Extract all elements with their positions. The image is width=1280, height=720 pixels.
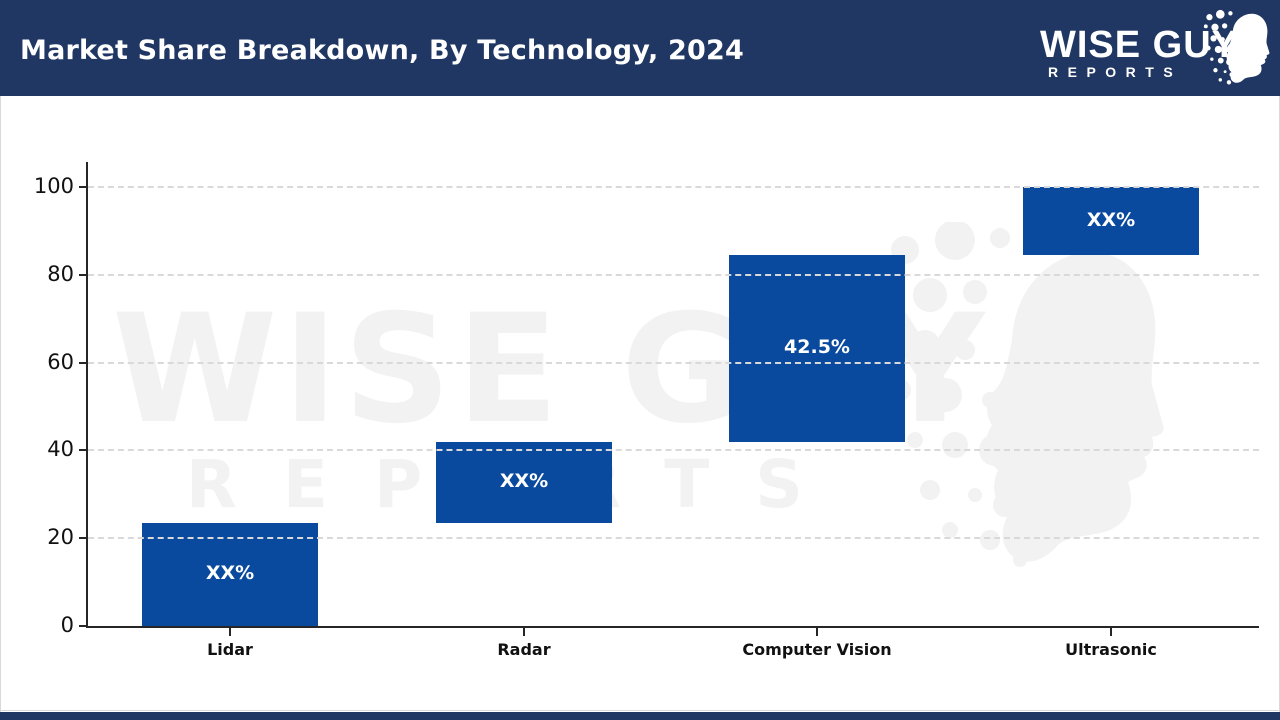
x-axis-label-radar: Radar: [497, 640, 551, 659]
y-gridline-80: [88, 273, 1259, 276]
bar-ultrasonic: [1023, 187, 1199, 256]
bar-label-radar: XX%: [499, 470, 549, 493]
y-axis-line: [86, 162, 88, 628]
footer-bar: [0, 712, 1280, 720]
x-axis-label-ultrasonic: Ultrasonic: [1065, 640, 1157, 659]
y-tick-label-0: 0: [60, 613, 74, 637]
y-tick-label-40: 40: [47, 437, 74, 462]
y-tick-label-80: 80: [47, 261, 74, 286]
y-gridline-100: [88, 186, 1259, 188]
y-tick-20: [79, 537, 88, 540]
x-axis-label-computer-vision: Computer Vision: [742, 640, 892, 659]
x-axis-line: [86, 626, 1259, 628]
y-tick-60: [79, 361, 88, 364]
x-tick-computer-vision: [816, 628, 818, 636]
y-gridline-20: [88, 537, 1259, 540]
y-tick-100: [79, 186, 88, 188]
page-border-bottom: [0, 710, 1280, 711]
y-tick-0: [79, 625, 88, 627]
brand-logo-line2: REPORTS: [1048, 64, 1183, 80]
bar-label-ultrasonic: XX%: [1086, 209, 1136, 232]
bar-lidar: [142, 522, 318, 626]
y-gridline-60: [88, 361, 1259, 364]
head-profile-dots-icon: [1203, 9, 1270, 85]
page-border-left: [0, 96, 1, 712]
y-gridline-40: [88, 449, 1259, 452]
brand-logo-line1: WISE GUY: [1040, 24, 1239, 66]
header-bar: Market Share Breakdown, By Technology, 2…: [0, 0, 1280, 96]
y-tick-40: [79, 449, 88, 452]
y-tick-label-100: 100: [33, 174, 74, 198]
bar-label-computer-vision: 42.5%: [784, 336, 850, 359]
page-title: Market Share Breakdown, By Technology, 2…: [20, 35, 745, 66]
y-tick-80: [79, 273, 88, 276]
bar-label-lidar: XX%: [205, 562, 255, 585]
bar-radar: [436, 441, 612, 523]
y-tick-label-20: 20: [47, 525, 74, 550]
bar-computer-vision: [729, 255, 905, 442]
x-tick-radar: [523, 628, 525, 636]
plot-area: 0 20 40 60 80 100 XX% Lidar XX% Radar 42.5% Compute…: [0, 96, 1280, 712]
brand-logo: WISE GUY REPORTS: [1004, 6, 1274, 92]
x-tick-ultrasonic: [1110, 628, 1112, 636]
x-axis-label-lidar: Lidar: [207, 640, 253, 659]
y-tick-label-60: 60: [47, 349, 74, 374]
x-tick-lidar: [229, 628, 231, 636]
